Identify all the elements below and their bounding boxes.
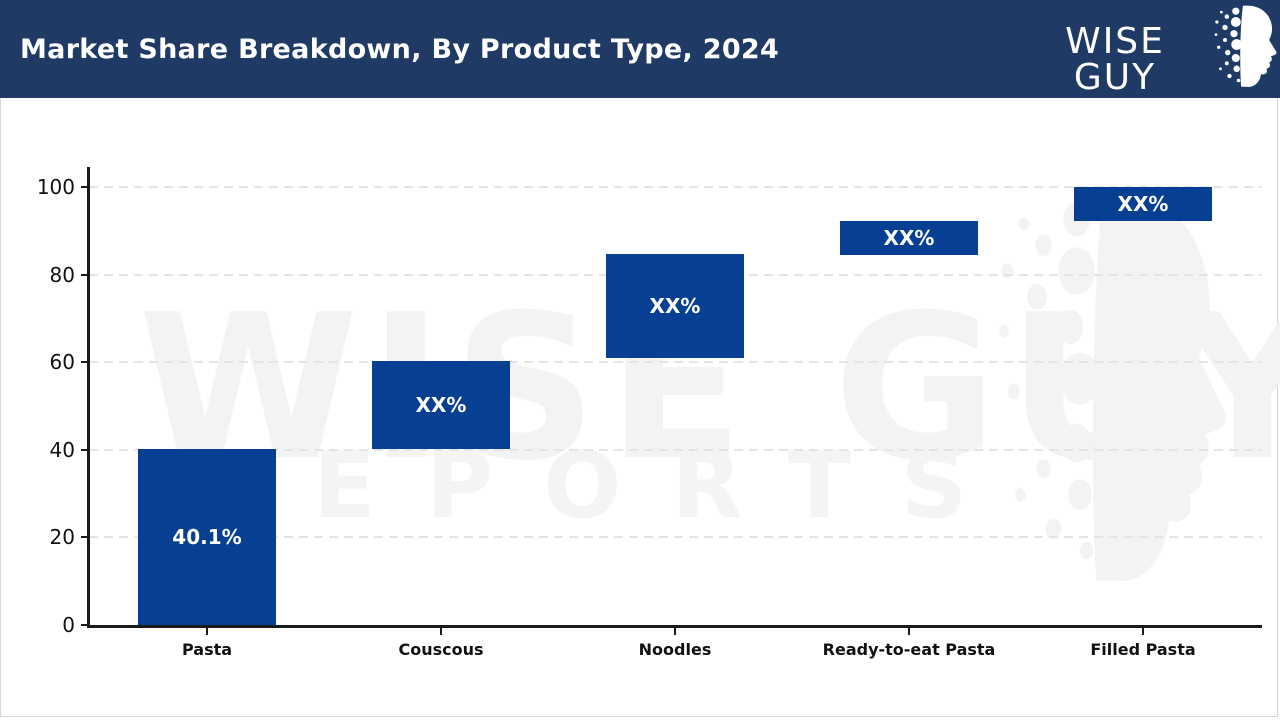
y-axis-tick-label: 0 (62, 613, 75, 637)
x-axis-tick (908, 627, 910, 635)
bar-value-label: XX% (415, 393, 467, 418)
bar-noodles (606, 254, 744, 359)
y-axis-tick-label: 20 (49, 525, 75, 550)
watermark-head-profile-dots-icon (905, 185, 1235, 619)
x-category-label: Ready-to-eat Pasta (822, 640, 996, 659)
gridline-y100 (89, 186, 1262, 188)
x-category-label: Filled Pasta (1090, 640, 1196, 659)
gridline-y20 (89, 536, 1262, 539)
y-axis-tick-label: 40 (49, 437, 75, 462)
bar-pasta (138, 449, 276, 625)
bar-value-label: 40.1% (172, 525, 242, 550)
bar-ready-to-eat-pasta (840, 221, 978, 255)
y-axis-tick-label: 80 (49, 262, 75, 287)
x-axis-tick (674, 627, 676, 635)
page-title: Market Share Breakdown, By Product Type,… (20, 33, 780, 65)
x-axis-line (87, 625, 1262, 628)
logo-wordmark: WISE GUY (1065, 21, 1165, 98)
x-axis-tick (1142, 627, 1144, 635)
y-axis-tick (81, 273, 89, 276)
bar-value-label: XX% (649, 294, 701, 319)
x-axis-tick (206, 627, 208, 635)
gridline-y40 (89, 448, 1262, 451)
y-axis-tick (81, 448, 89, 451)
y-axis-tick (81, 536, 89, 539)
bar-couscous (372, 360, 510, 450)
y-axis-line (87, 167, 90, 627)
y-axis-tick-label: 100 (36, 175, 75, 199)
head-profile-dots-icon (1188, 4, 1280, 98)
bar-value-label: XX% (883, 226, 935, 251)
gridline-y60 (89, 361, 1262, 364)
x-category-label: Pasta (181, 640, 233, 659)
bar-filled-pasta (1074, 187, 1212, 221)
y-axis-tick-label: 60 (49, 350, 75, 375)
x-axis-tick (440, 627, 442, 635)
y-axis-tick (81, 624, 89, 626)
y-axis-tick (81, 361, 89, 364)
bar-value-label: XX% (1117, 191, 1169, 216)
x-category-label: Couscous (398, 640, 484, 659)
x-category-label: Noodles (638, 640, 712, 659)
y-axis-tick (81, 186, 89, 188)
